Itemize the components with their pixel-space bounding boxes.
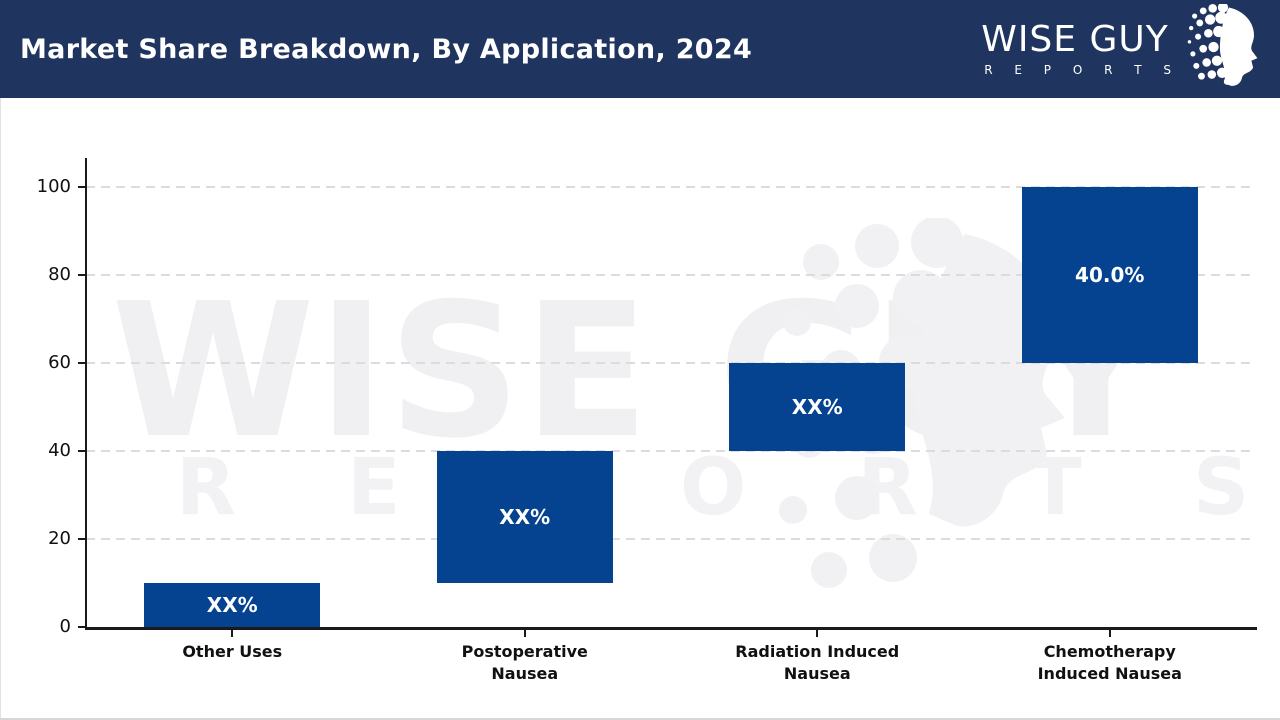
brand-logo-text: WISE GUY R E P O R T S	[981, 18, 1180, 77]
brand-logo: WISE GUY R E P O R T S	[981, 2, 1262, 94]
gridline-60	[86, 362, 1256, 364]
bar-value-label: XX%	[206, 593, 258, 617]
y-axis-tick-60	[78, 362, 85, 364]
y-axis-tick-20	[78, 538, 85, 540]
y-axis-tick-40	[78, 450, 85, 452]
x-axis-category-label-postoperative-nausea: Postoperative Nausea	[461, 642, 588, 683]
header-bar: Market Share Breakdown, By Application, …	[0, 0, 1280, 98]
y-axis-tick-label-100: 100	[36, 176, 71, 197]
x-axis-tick-3	[1108, 630, 1111, 637]
y-axis-tick-label-0: 0	[59, 616, 71, 637]
bar-postoperative-nausea: XX%	[436, 451, 613, 583]
y-axis-spine	[85, 158, 87, 629]
gridline-20	[86, 538, 1256, 540]
y-axis-tick-80	[78, 274, 85, 276]
bar-other-uses: XX%	[144, 583, 321, 627]
x-axis-category-label-other-uses: Other Uses	[182, 642, 283, 661]
brand-wordmark: WISE GUY	[981, 18, 1169, 60]
x-axis-tick-2	[816, 630, 819, 637]
bar-value-label: 40.0%	[1075, 263, 1145, 287]
x-axis-tick-0	[231, 630, 234, 637]
y-axis-tick-0	[78, 626, 85, 628]
x-axis-spine	[85, 627, 1257, 630]
gridline-80	[86, 274, 1256, 276]
gridline-100	[86, 186, 1256, 188]
x-axis-category-label-radiation-induced-nausea: Radiation Induced Nausea	[735, 642, 900, 683]
x-axis-category-label-chemotherapy-induced-nausea: Chemotherapy Induced Nausea	[1037, 642, 1182, 683]
face-profile-dots-icon	[1184, 2, 1262, 94]
plot-area: 0 20 40 60 80 100 XX% Other Uses XX% Postoperativ…	[1, 98, 1280, 718]
chart-area: WISE GUY R E P O R T S 0 20 40 60 80 100 XX% Ot	[0, 98, 1280, 718]
bar-chemotherapy-induced-nausea: 40.0%	[1021, 187, 1198, 363]
bar-value-label: XX%	[791, 395, 843, 419]
bar-value-label: XX%	[499, 505, 551, 529]
gridline-40	[86, 450, 1256, 452]
brand-subtext: R E P O R T S	[984, 62, 1180, 77]
y-axis-tick-label-40: 40	[48, 440, 71, 461]
y-axis-tick-label-20: 20	[48, 528, 71, 549]
x-axis-tick-1	[523, 630, 526, 637]
y-axis-tick-100	[78, 186, 85, 188]
page-bottom-border	[0, 718, 1280, 720]
page-title: Market Share Breakdown, By Application, …	[20, 33, 753, 65]
y-axis-tick-label-60: 60	[48, 352, 71, 373]
y-axis-tick-label-80: 80	[48, 264, 71, 285]
bar-radiation-induced-nausea: XX%	[729, 363, 906, 451]
